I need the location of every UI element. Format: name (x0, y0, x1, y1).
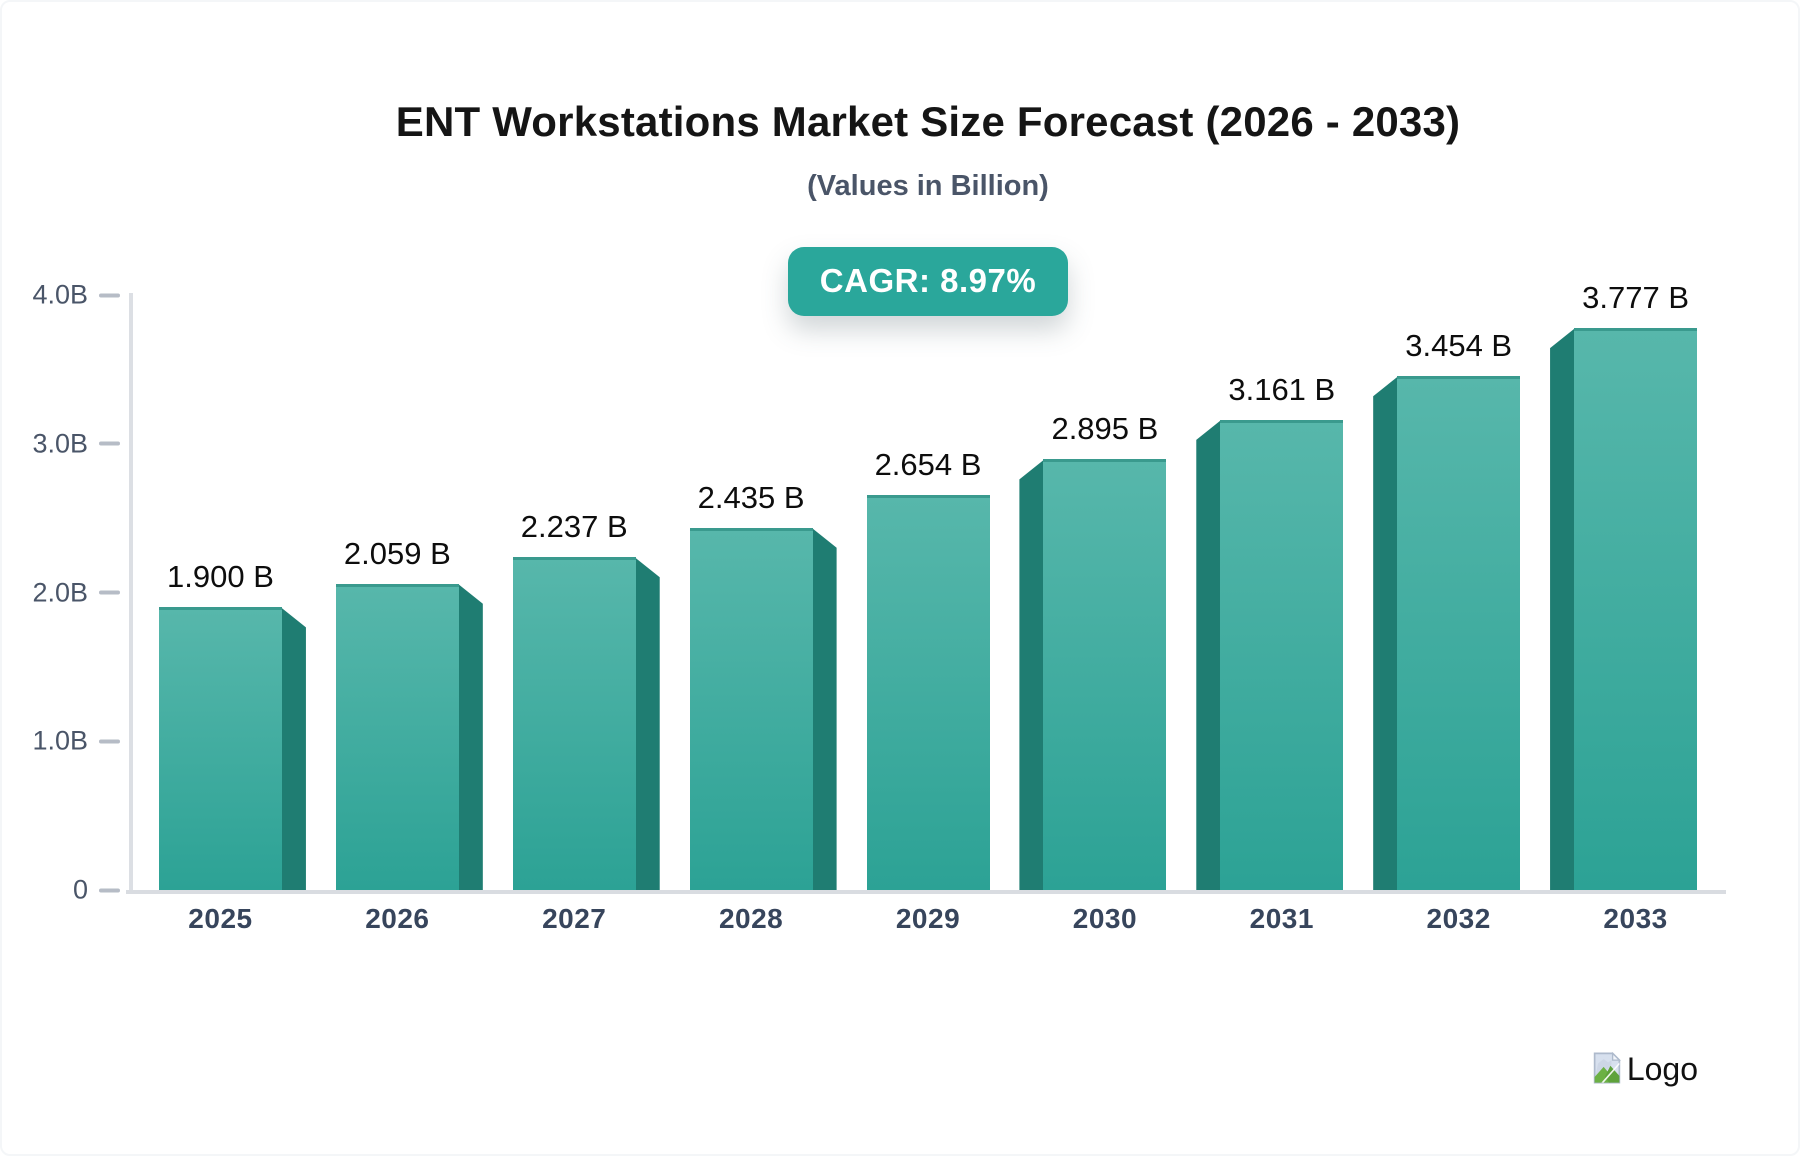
logo: Logo (1589, 1050, 1698, 1088)
y-tick-label: 2.0B (32, 577, 88, 607)
y-tick-mark (99, 293, 120, 297)
chart-header: ENT Workstations Market Size Forecast (2… (132, 98, 1724, 316)
bar-side-face (1019, 459, 1045, 890)
y-tick-label: 0 (72, 874, 88, 905)
bar-slot: 2.435 B (663, 295, 840, 890)
y-axis-line (129, 293, 133, 892)
bar-value-label: 2.059 B (343, 535, 451, 571)
y-tick-mark (99, 590, 120, 595)
bar-front-face (689, 527, 813, 890)
bar-value-label: 2.435 B (697, 479, 805, 515)
bar-front-face (1574, 328, 1698, 890)
y-tick: 0 (73, 875, 132, 906)
y-tick: 3.0B (32, 428, 132, 459)
bar-front-face (335, 583, 459, 890)
bar-front-face (866, 495, 990, 890)
y-tick-label: 3.0B (32, 428, 88, 459)
y-tick-label: 1.0B (32, 725, 88, 756)
x-axis-line (126, 890, 1726, 894)
bar-slot: 2.895 B (1016, 295, 1193, 890)
bar-side-face (1373, 376, 1399, 890)
bar-value-label: 1.900 B (167, 559, 274, 595)
bar-slot: 3.161 B (1193, 295, 1370, 890)
x-tick-label: 2032 (1426, 903, 1491, 934)
broken-image-icon (1593, 1051, 1621, 1084)
plot-area: 4.0B 3.0B 2.0B 1.0B 0 1.900 B 2.059 B 2.237 B 2… (32, 280, 1726, 905)
bar (1373, 376, 1521, 890)
y-tick: 4.0B (32, 280, 132, 311)
bar-slot: 3.777 B (1547, 280, 1724, 890)
bar-front-face (1397, 376, 1521, 890)
bar-slot: 2.059 B (309, 295, 486, 890)
bar-value-label: 2.654 B (874, 447, 982, 483)
bar-front-face (158, 607, 282, 890)
bar-front-face (512, 557, 636, 890)
bar-value-label: 2.237 B (520, 509, 628, 545)
x-tick-label: 2029 (895, 903, 961, 934)
x-tick-label: 2028 (718, 903, 784, 934)
logo-alt-text: Logo (1626, 1051, 1698, 1087)
chart-title: ENT Workstations Market Size Forecast (2… (395, 98, 1461, 145)
y-tick-label: 4.0B (32, 279, 88, 310)
x-tick-label: 2031 (1249, 903, 1314, 934)
bar-slot: 2.654 B (840, 295, 1017, 890)
bar (158, 607, 306, 890)
bar-slot: 2.237 B (486, 295, 663, 890)
bar-side-face (634, 557, 660, 890)
bar-slot: 3.454 B (1370, 295, 1547, 890)
bar (1196, 419, 1344, 890)
bar-side-face (457, 583, 483, 890)
bar-value-label: 3.161 B (1228, 371, 1336, 407)
bar (1550, 328, 1698, 890)
bar-side-face (1550, 328, 1576, 890)
x-tick-label: 2033 (1603, 903, 1668, 934)
bar-value-label: 3.777 B (1582, 280, 1689, 316)
bar-value-label: 3.454 B (1405, 328, 1513, 364)
x-axis-labels: 2025 2026 2027 2028 2029 2030 2031 2032 2033 (132, 903, 1724, 935)
y-tick-mark (99, 888, 120, 892)
bar (689, 527, 837, 890)
cagr-badge-wrap: CAGR: 8.97% (132, 247, 1724, 316)
y-tick: 1.0B (32, 726, 132, 757)
x-tick-label: 2027 (542, 903, 607, 934)
y-tick: 2.0B (32, 577, 132, 608)
bar (866, 495, 990, 890)
x-tick-label: 2026 (365, 903, 430, 934)
x-tick-label: 2025 (188, 903, 253, 934)
bar-side-face (280, 607, 306, 890)
y-tick-mark (99, 739, 120, 744)
bar (335, 583, 483, 890)
bar-front-face (1043, 459, 1167, 890)
bars-row: 1.900 B 2.059 B 2.237 B 2.435 B 2.654 B 2.895… (132, 280, 1724, 890)
bar-slot: 1.900 B (132, 295, 309, 890)
bar (1019, 459, 1167, 890)
bar-value-label: 2.895 B (1051, 411, 1159, 447)
chart-subtitle: (Values in Billion) (807, 170, 1049, 202)
y-tick-mark (99, 441, 120, 446)
bar (512, 557, 660, 890)
x-tick-label: 2030 (1072, 903, 1138, 934)
bar-side-face (811, 527, 837, 890)
bar-front-face (1220, 419, 1344, 890)
bar-side-face (1196, 419, 1222, 890)
cagr-badge: CAGR: 8.97% (787, 247, 1069, 316)
